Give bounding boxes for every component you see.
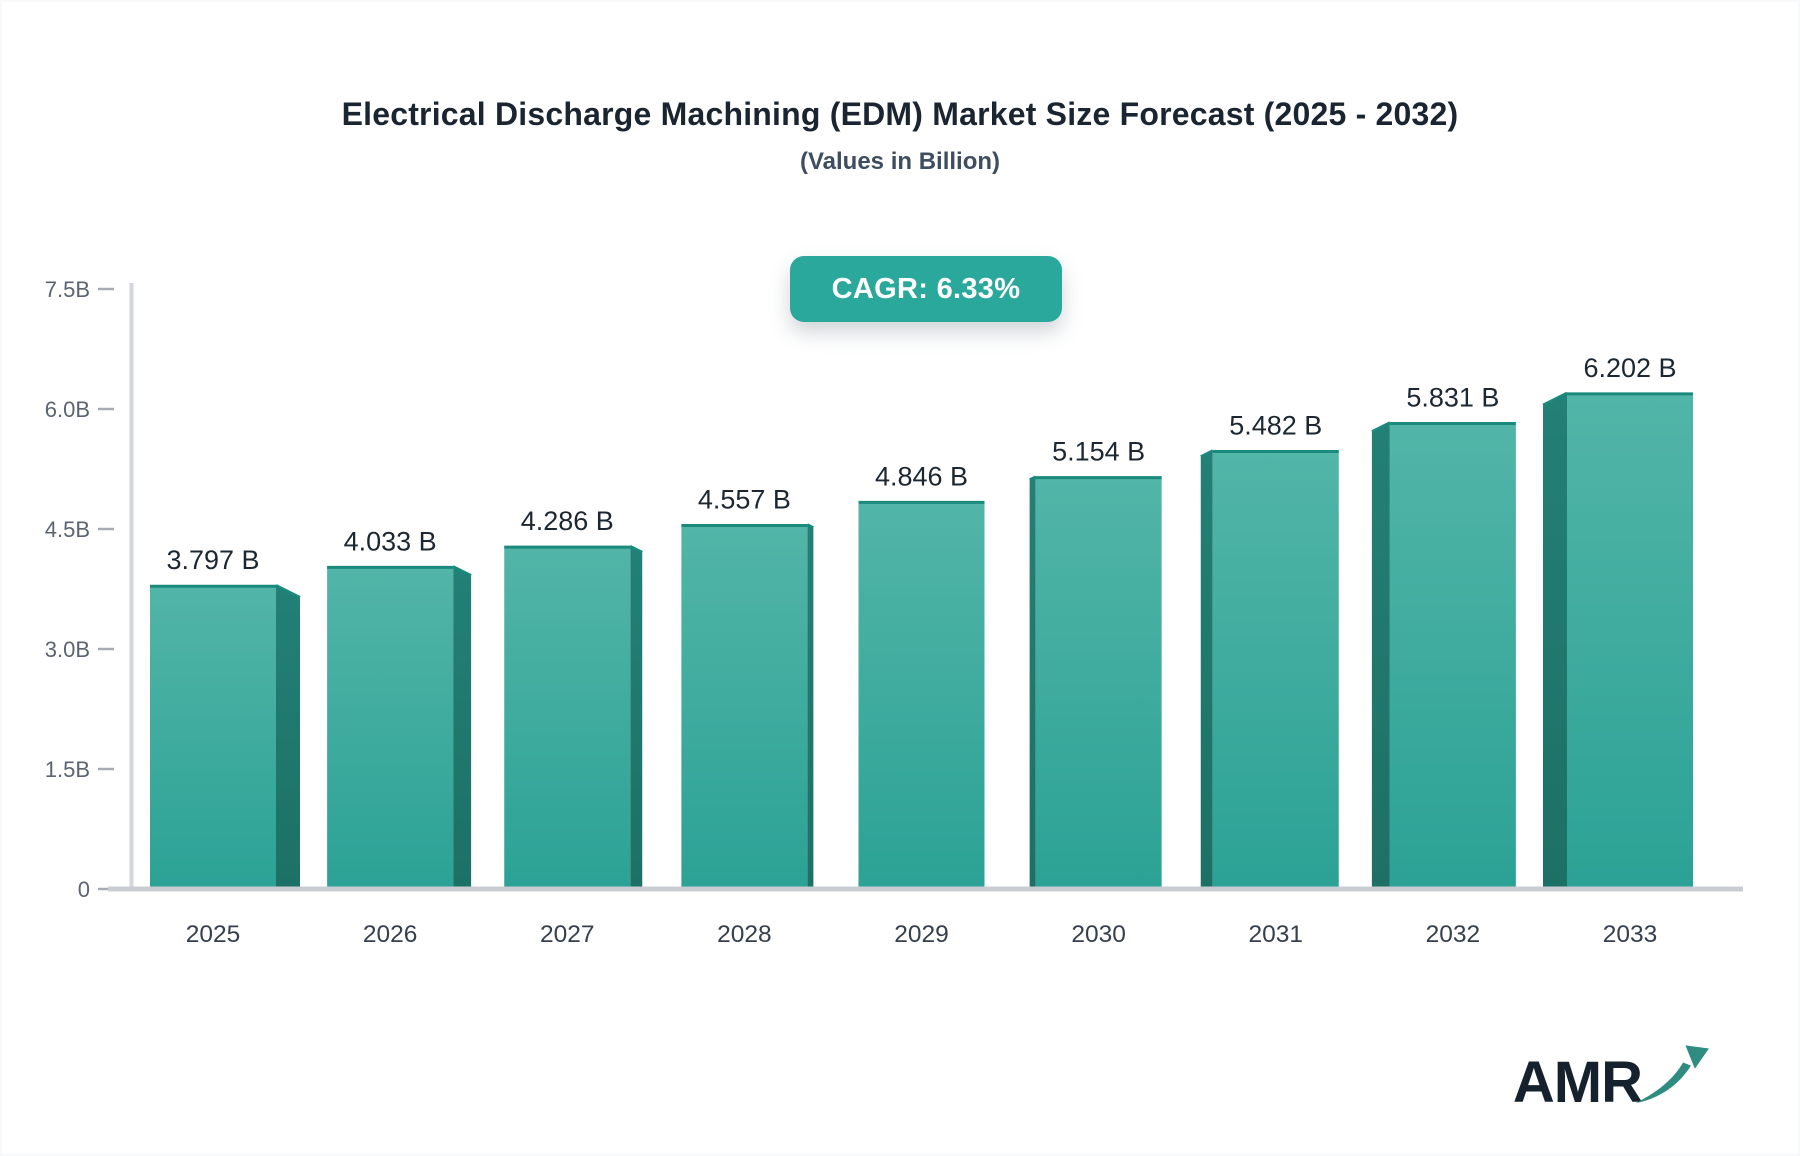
bar-side-top-edge [1371, 421, 1391, 433]
cagr-badge-label: CAGR: 6.33% [831, 272, 1021, 305]
bar-side-top-edge [1029, 475, 1037, 481]
bar-value-label: 4.846 B [875, 461, 968, 491]
bar-side-face [1371, 422, 1390, 889]
bar-side-top-edge [275, 584, 301, 599]
bar-value-label: 5.482 B [1229, 410, 1322, 440]
bar-side-top-edge [629, 545, 643, 554]
x-tick-label: 2033 [1603, 921, 1658, 948]
bar-value-label: 5.831 B [1406, 383, 1499, 413]
y-tick-label: 7.5B [45, 277, 90, 302]
bar-front-face [504, 546, 631, 889]
x-tick-label: 2027 [540, 921, 595, 948]
bar-side-top-edge [1200, 449, 1214, 458]
bar-side-top-edge [806, 523, 814, 529]
bar-side-face [807, 524, 814, 889]
bar-side-face [1200, 450, 1213, 889]
y-tick-label: 1.5B [45, 757, 90, 782]
bar-value-label: 5.154 B [1052, 437, 1145, 467]
bar-front-face [1389, 422, 1516, 889]
bar-front-face [858, 501, 985, 889]
x-tick-label: 2028 [717, 921, 772, 948]
x-tick-label: 2032 [1426, 921, 1481, 948]
bar-value-label: 4.286 B [521, 506, 614, 536]
chart-title: Electrical Discharge Machining (EDM) Mar… [341, 96, 1459, 132]
x-tick-label: 2031 [1248, 921, 1303, 948]
amr-logo-text: AMR [1512, 1050, 1643, 1115]
bar-side-face [276, 585, 300, 889]
bar-value-label: 4.033 B [344, 526, 437, 556]
bar-side-face [1543, 392, 1567, 889]
bar-front-face [1212, 450, 1339, 889]
bar-value-label: 6.202 B [1583, 353, 1676, 383]
x-tick-label: 2026 [363, 921, 418, 948]
x-tick-label: 2029 [894, 921, 949, 948]
bar-value-label: 3.797 B [166, 545, 259, 575]
y-tick-label: 3.0B [45, 637, 90, 662]
bar-side-top-edge [452, 565, 472, 577]
bar-front-face [150, 585, 276, 889]
bar-front-face [1567, 392, 1693, 889]
x-tick-label: 2030 [1071, 921, 1126, 948]
chart-subtitle: (Values in Billion) [799, 148, 1001, 175]
bar-front-face [1035, 476, 1162, 889]
x-tick-label: 2025 [186, 921, 241, 948]
bar-value-label: 4.557 B [698, 484, 791, 514]
amr-logo: AMR [1513, 1042, 1712, 1112]
bar-front-face [327, 566, 454, 889]
bar-side-face [453, 566, 472, 889]
bar-side-face [630, 546, 643, 889]
y-tick-label: 0 [78, 877, 90, 902]
bar-side-top-edge [1542, 391, 1568, 406]
bar-side-face [1029, 476, 1036, 889]
bar-front-face [681, 524, 808, 889]
growth-arrow-icon [1635, 1045, 1709, 1104]
y-tick-label: 4.5B [45, 517, 90, 542]
cagr-badge: CAGR: 6.33% [790, 256, 1062, 322]
y-tick-label: 6.0B [45, 397, 90, 422]
